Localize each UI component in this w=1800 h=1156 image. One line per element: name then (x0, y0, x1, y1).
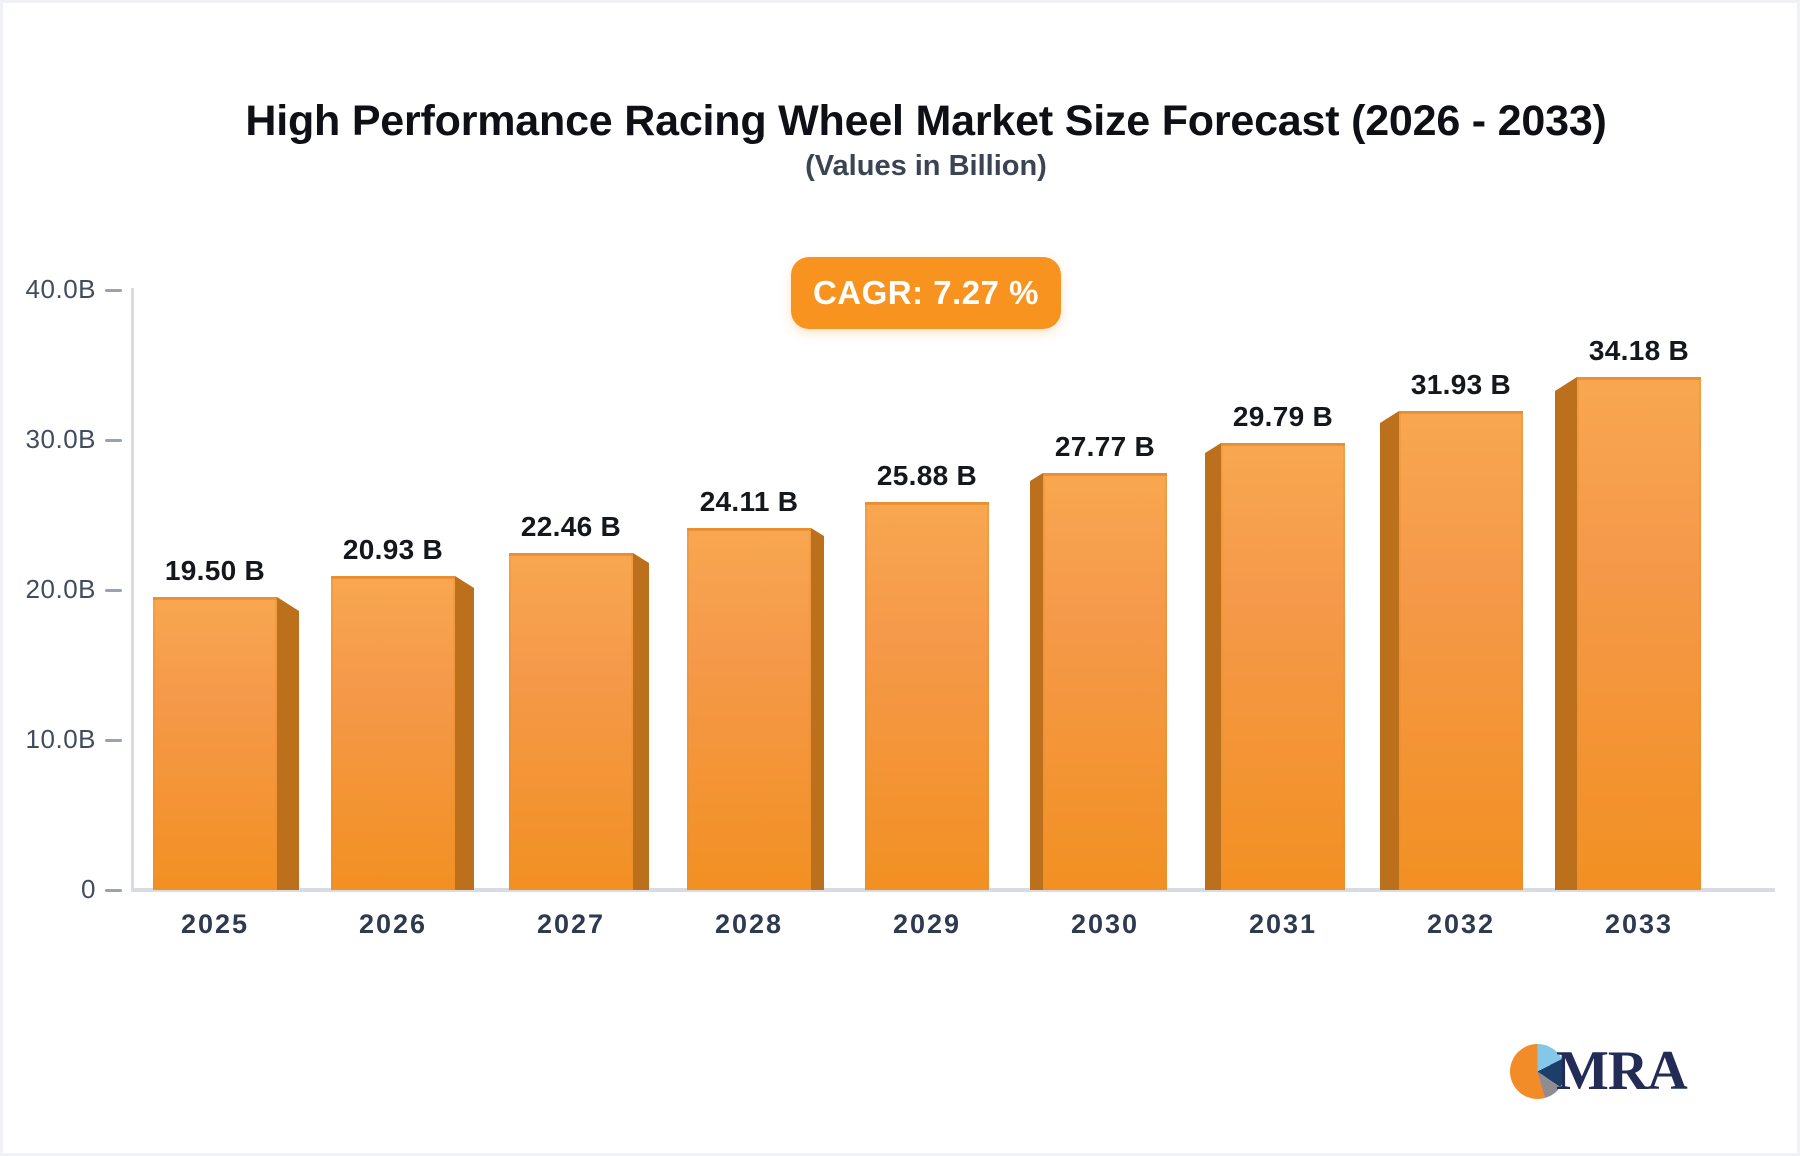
y-axis-tick-mark (105, 739, 122, 742)
bar-value-label: 19.50 B (164, 555, 266, 586)
bar-value-label: 25.88 B (876, 460, 978, 491)
y-axis-tick-mark (105, 439, 122, 442)
bar-value-label: 24.11 B (699, 486, 799, 517)
bar-2029[interactable] (865, 502, 989, 890)
chart-subtitle: (Values in Billion) (805, 150, 1047, 182)
x-axis-category-label: 2028 (714, 909, 784, 939)
x-axis-category-label: 2029 (892, 909, 962, 939)
bar-side-face (811, 528, 824, 890)
x-axis-category-label: 2025 (180, 909, 250, 939)
bar-side-face (277, 597, 299, 890)
bar-2032[interactable] (1399, 411, 1523, 890)
y-axis-tick-label: 20.0B (25, 574, 96, 604)
bar-2030[interactable] (1043, 473, 1167, 890)
bar-2028[interactable] (687, 528, 811, 890)
y-axis-tick-label: 40.0B (25, 274, 96, 304)
pie-chart-logo-icon (1510, 1043, 1565, 1099)
bar-side-face (1380, 411, 1399, 890)
y-axis-tick-mark (105, 289, 122, 292)
bar-side-face (1205, 443, 1221, 890)
bar-value-label: 27.77 B (1054, 431, 1156, 462)
cagr-badge-label: CAGR: 7.27 % (812, 274, 1040, 311)
x-axis-category-label: 2032 (1426, 909, 1496, 939)
y-axis-tick-label: 0 (81, 874, 96, 904)
x-axis-category-label: 2033 (1604, 909, 1674, 939)
x-axis-line (131, 888, 1775, 892)
bar-side-face (455, 576, 474, 890)
x-axis-category-label: 2027 (536, 909, 606, 939)
x-axis-category-label: 2026 (358, 909, 428, 939)
bar-2031[interactable] (1221, 443, 1345, 890)
brand-logo-text: MRA (1556, 1040, 1688, 1102)
bar-value-label: 31.93 B (1410, 369, 1512, 400)
x-axis-category-label: 2031 (1248, 909, 1318, 939)
x-axis-category-label: 2030 (1070, 909, 1140, 939)
bar-value-label: 20.93 B (342, 534, 444, 565)
bar-2027[interactable] (509, 553, 633, 890)
bar-side-face (1030, 473, 1043, 890)
y-axis-tick-mark (105, 889, 122, 892)
chart-title: High Performance Racing Wheel Market Siz… (245, 97, 1607, 145)
bar-2025[interactable] (153, 597, 277, 890)
bar-side-face (1555, 377, 1577, 890)
bar-value-label: 29.79 B (1232, 401, 1334, 432)
bar-side-face (633, 553, 649, 890)
brand-logo[interactable]: MRA (1510, 1040, 1688, 1102)
bar-value-label: 22.46 B (520, 511, 622, 542)
bar-value-label: 34.18 B (1588, 335, 1690, 366)
y-axis-tick-mark (105, 589, 122, 592)
bar-2033[interactable] (1577, 377, 1701, 890)
cagr-badge: CAGR: 7.27 % (791, 257, 1061, 329)
bar-2026[interactable] (331, 576, 455, 890)
y-axis-line (131, 288, 134, 892)
y-axis-tick-label: 10.0B (25, 724, 96, 754)
y-axis-tick-label: 30.0B (25, 424, 96, 454)
